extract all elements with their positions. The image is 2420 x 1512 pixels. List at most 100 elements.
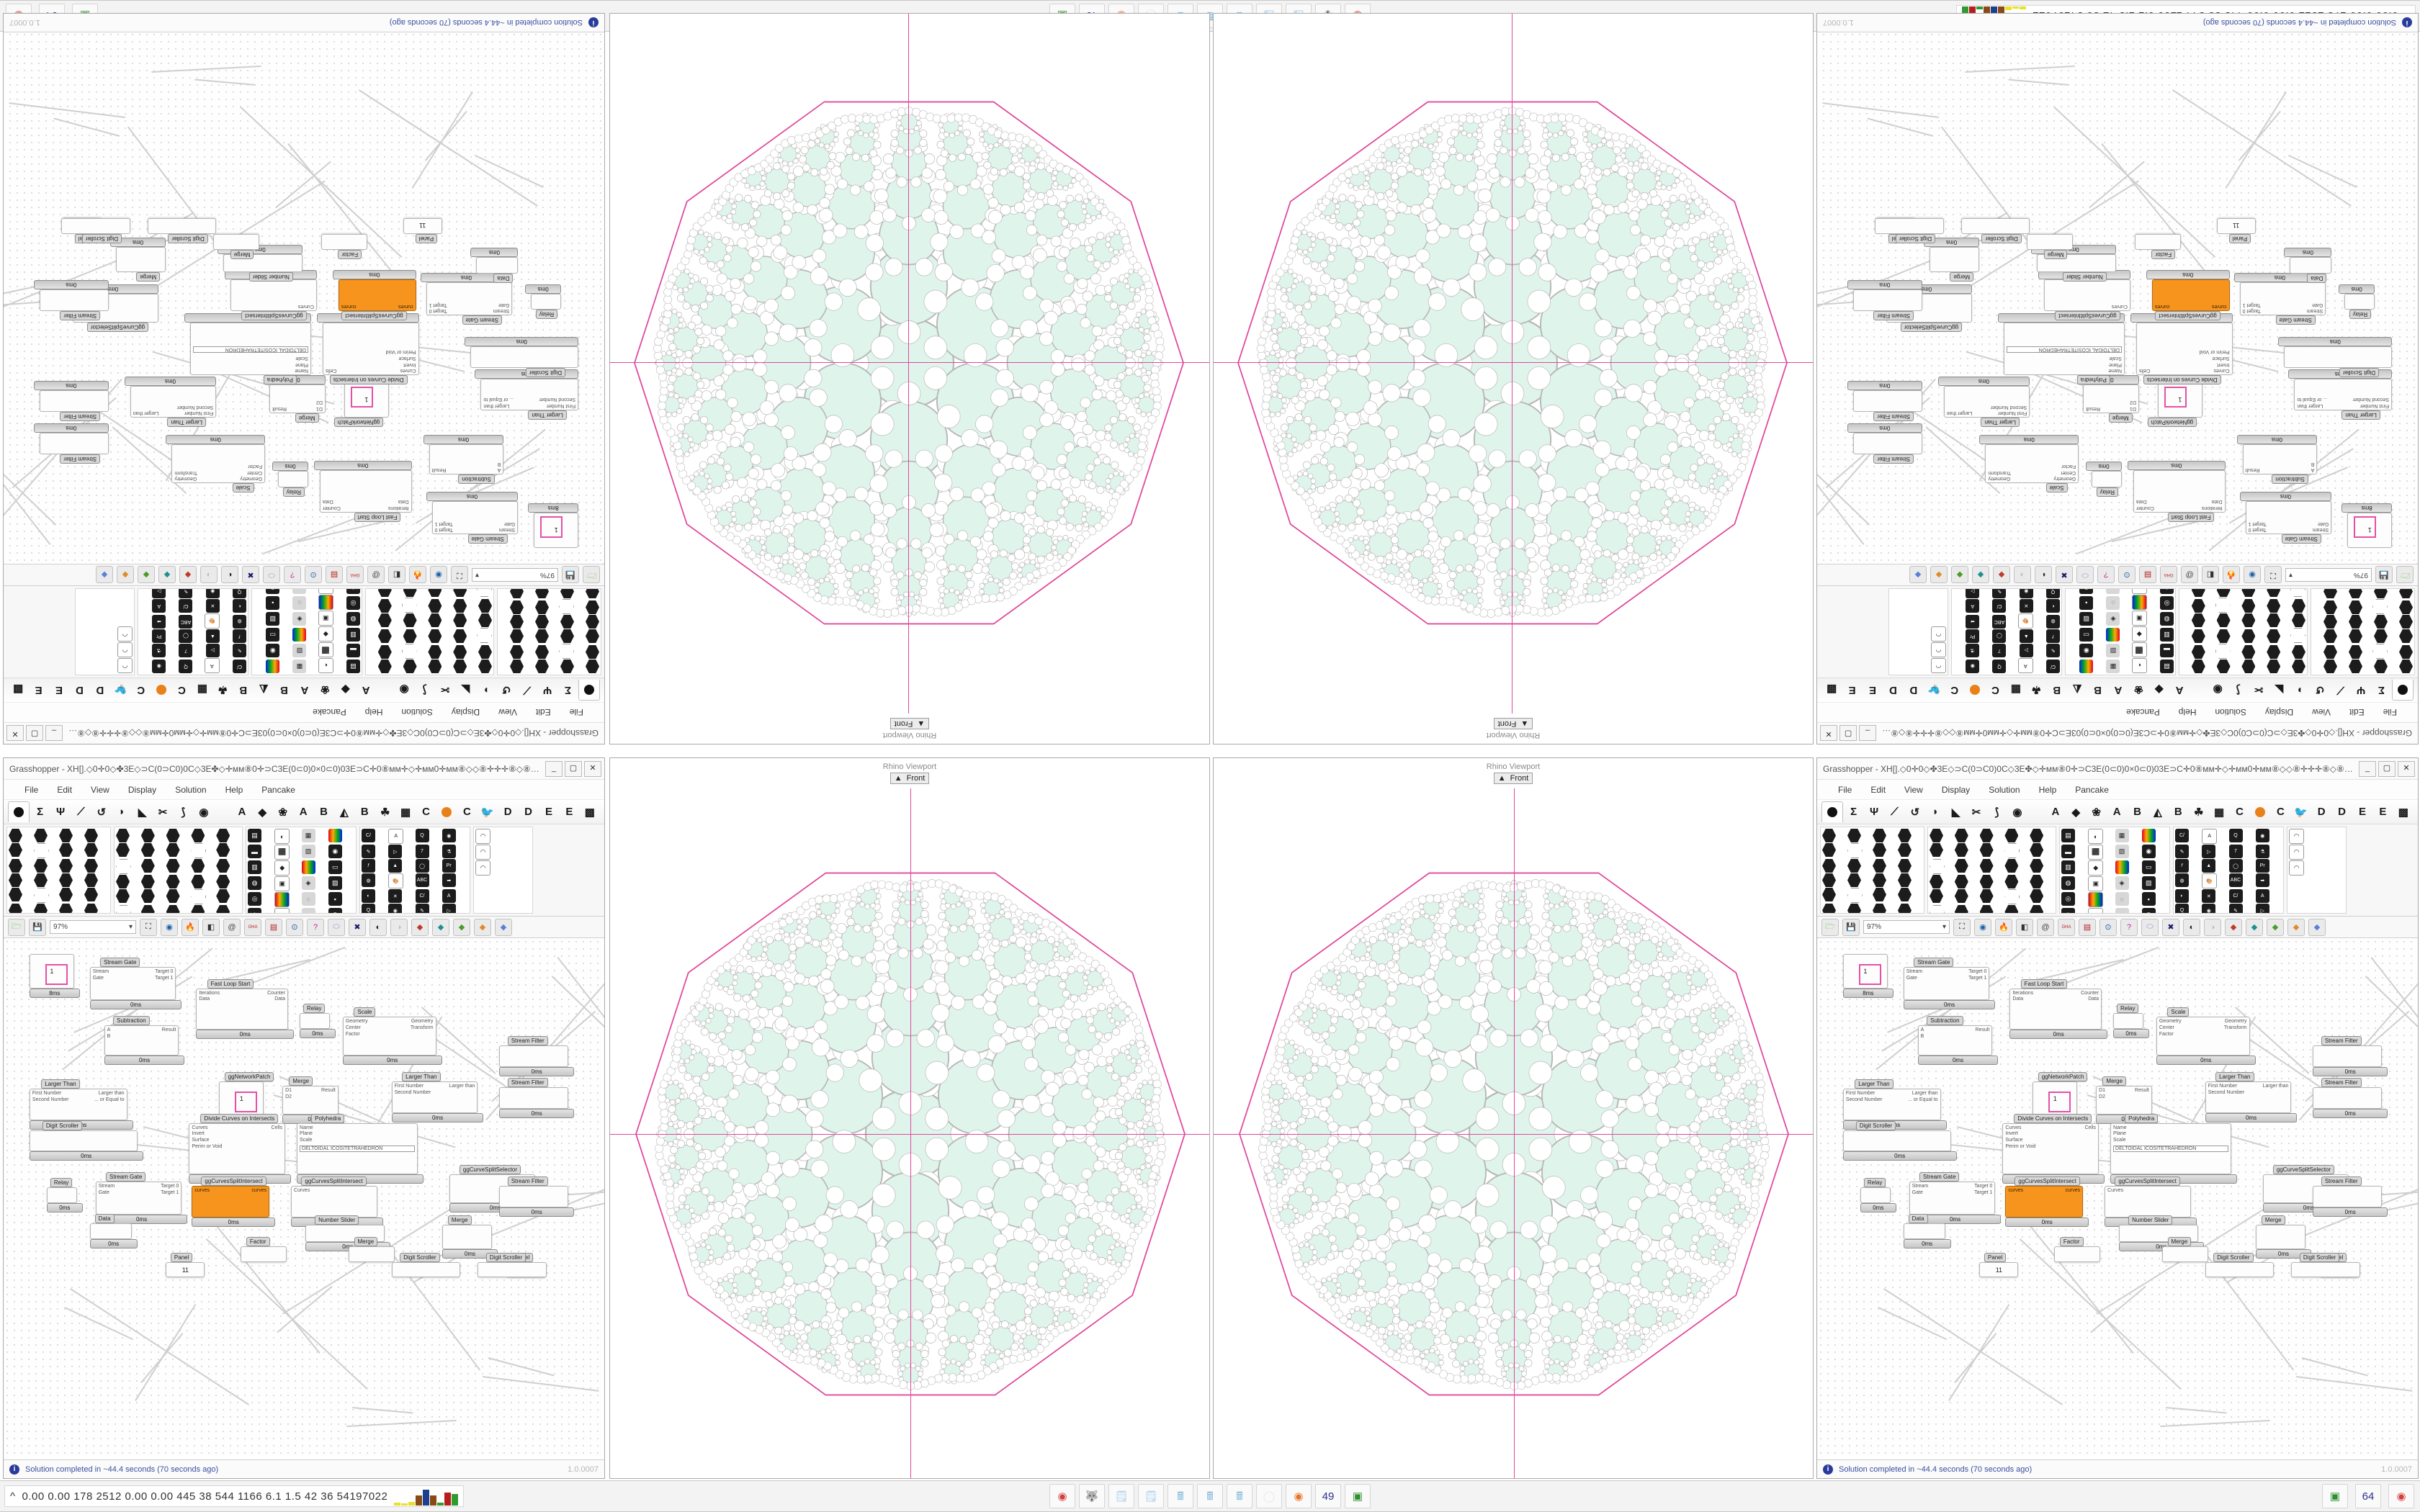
tab-surface[interactable]: ◗ bbox=[483, 684, 490, 696]
tab-transform[interactable]: ⟆ bbox=[181, 806, 186, 819]
tab-vector[interactable]: ⟋ bbox=[77, 806, 85, 818]
tab-b-1[interactable]: B bbox=[280, 684, 288, 696]
node-stream-filter-2[interactable] bbox=[1852, 390, 1922, 413]
component-icon[interactable]: C/ bbox=[1992, 599, 2007, 613]
component-icon[interactable] bbox=[274, 892, 290, 907]
node-output-port[interactable]: Data bbox=[322, 499, 333, 505]
menu-item-help[interactable]: Help bbox=[364, 707, 383, 718]
component-icon[interactable]: ▬ bbox=[248, 845, 261, 858]
component-icon[interactable]: ✕ bbox=[2019, 599, 2033, 613]
node-input-port[interactable]: Stream bbox=[2312, 527, 2329, 533]
component-icon[interactable] bbox=[2192, 599, 2205, 613]
tab-e-2[interactable]: E bbox=[35, 684, 42, 696]
gha-button[interactable]: GHA bbox=[346, 566, 364, 584]
component-icon[interactable]: 7 bbox=[179, 644, 193, 657]
canvas-toolbar[interactable]: 🗁 💾 97% ▾ ⛶ ◉ 🔥 ◧ @ GHA ▤ ⊙? ⬭ ✖ ◐ ◑ ◆ ◆ ◆ ◆ ◆ bbox=[4, 564, 604, 585]
component-icon[interactable]: ▣ bbox=[274, 876, 290, 891]
component-icon[interactable]: ◍ bbox=[362, 873, 375, 887]
tab-intersect[interactable]: ✂ bbox=[158, 806, 168, 819]
tab-orange-dot[interactable] bbox=[151, 680, 171, 701]
component-icon[interactable] bbox=[140, 829, 155, 842]
component-icon[interactable]: ▲ bbox=[205, 629, 220, 643]
component-icon[interactable]: ➡ bbox=[1966, 615, 1980, 629]
node-input-port[interactable]: Scale bbox=[300, 1138, 313, 1143]
component-icon[interactable] bbox=[116, 889, 130, 903]
grasshopper-window-top-left[interactable]: Grasshopper - XH[].◇0✛0◇✤3E◇⊃C(0⊃C0)0C◇3… bbox=[3, 13, 605, 744]
menu-bar[interactable]: File Edit View Display Solution Help Pancake bbox=[1817, 702, 2418, 722]
node-output-port[interactable]: Target 1 bbox=[429, 302, 447, 307]
node-stream-filter-3[interactable] bbox=[1852, 289, 1922, 312]
component-icon[interactable]: ◯ bbox=[415, 859, 429, 873]
tab-b-1[interactable]: B bbox=[2094, 684, 2102, 696]
component-icon[interactable]: ◠ bbox=[1931, 642, 1946, 657]
close-button[interactable]: ✕ bbox=[6, 725, 24, 742]
node-output-port[interactable]: Transform bbox=[174, 469, 198, 475]
component-icon[interactable]: ◌ bbox=[301, 892, 315, 906]
component-icon[interactable] bbox=[2349, 588, 2362, 598]
node-output-port[interactable]: Larger than bbox=[98, 1090, 125, 1096]
tab-bird[interactable]: 🐦 bbox=[480, 806, 495, 819]
zoom-extents-button[interactable]: ⛶ bbox=[140, 918, 157, 936]
node-curves-selected[interactable]: curves curves bbox=[338, 279, 416, 312]
component-icon[interactable] bbox=[140, 843, 155, 857]
component-icon[interactable] bbox=[428, 660, 442, 673]
ribbon-icon-grid[interactable] bbox=[499, 588, 599, 673]
node-input-port[interactable]: Data bbox=[199, 996, 210, 1002]
node-stream-filter[interactable] bbox=[499, 1045, 569, 1067]
node-input-port[interactable]: Second Number bbox=[539, 397, 576, 402]
component-icon[interactable] bbox=[2131, 595, 2147, 610]
component-icon[interactable]: ⬛ bbox=[274, 845, 290, 860]
paint-black-button[interactable]: ◐ bbox=[369, 918, 387, 936]
component-icon[interactable]: ◑ bbox=[301, 908, 315, 913]
component-icon[interactable] bbox=[191, 905, 205, 913]
component-icon[interactable] bbox=[9, 843, 22, 857]
node-data-out[interactable] bbox=[476, 257, 519, 274]
preview-mesh-button[interactable]: 🔥 bbox=[409, 566, 426, 584]
component-icon[interactable] bbox=[2241, 629, 2255, 643]
tab-params[interactable] bbox=[8, 801, 30, 822]
tab-dots[interactable]: ▩ bbox=[584, 806, 595, 819]
node-output-port[interactable]: Target 0 bbox=[2248, 527, 2267, 533]
node-output-port[interactable]: curves bbox=[341, 304, 357, 310]
node-merge-2[interactable] bbox=[1929, 247, 1980, 272]
node-input-port[interactable]: Gate bbox=[2312, 302, 2323, 307]
tab-b-2[interactable]: B bbox=[239, 684, 248, 696]
component-icon[interactable]: ◠ bbox=[1931, 626, 1946, 642]
component-icon[interactable] bbox=[510, 600, 524, 614]
node-input-port[interactable]: Surface bbox=[192, 1138, 210, 1143]
node-input-port[interactable]: Name bbox=[2108, 368, 2122, 374]
node-stream-filter-3[interactable] bbox=[499, 1186, 569, 1207]
tab-c-2[interactable]: C bbox=[1950, 684, 1959, 696]
component-icon[interactable] bbox=[2217, 588, 2231, 597]
paint-orange-button[interactable]: ◆ bbox=[117, 566, 134, 584]
tab-display[interactable]: ◉ bbox=[399, 683, 409, 696]
component-icon[interactable] bbox=[191, 829, 205, 842]
doc-button[interactable]: ▤ bbox=[326, 566, 343, 584]
tab-a-1[interactable]: A bbox=[238, 806, 246, 818]
node-stream-filter[interactable] bbox=[39, 432, 109, 454]
component-icon[interactable] bbox=[328, 829, 342, 842]
node-merge-3[interactable] bbox=[213, 233, 260, 251]
node-output-port[interactable]: Target 0 bbox=[161, 1184, 179, 1189]
component-icon[interactable]: Pr bbox=[1966, 629, 1980, 643]
component-icon[interactable]: ➡ bbox=[152, 615, 166, 629]
component-icon[interactable] bbox=[166, 843, 180, 857]
component-icon[interactable] bbox=[586, 600, 599, 614]
component-icon[interactable] bbox=[2399, 615, 2413, 629]
node-input-port[interactable]: Data bbox=[398, 499, 409, 505]
component-icon[interactable] bbox=[510, 629, 524, 643]
ribbon-icon-grid[interactable] bbox=[367, 588, 492, 673]
component-icon[interactable] bbox=[453, 613, 467, 627]
component-icon[interactable]: ◉ bbox=[266, 644, 280, 657]
component-icon[interactable] bbox=[2292, 645, 2305, 659]
window-titlebar[interactable]: Grasshopper - XH[].◇0✛0◇✤3E◇⊃C(0⊃C0)0C◇3… bbox=[4, 722, 604, 744]
node-curves-selected[interactable]: curves curves bbox=[192, 1186, 270, 1218]
node-input-port[interactable]: Center bbox=[247, 469, 263, 475]
paint-white-button[interactable]: ◑ bbox=[200, 566, 218, 584]
component-icon[interactable]: ▧ bbox=[292, 644, 307, 657]
node-output-port[interactable]: Result bbox=[161, 1027, 176, 1033]
component-icon[interactable]: ◇ bbox=[346, 588, 360, 594]
minimize-button[interactable]: _ bbox=[1859, 725, 1876, 742]
component-icon[interactable] bbox=[453, 629, 467, 643]
component-icon[interactable]: ◐ bbox=[233, 599, 246, 613]
